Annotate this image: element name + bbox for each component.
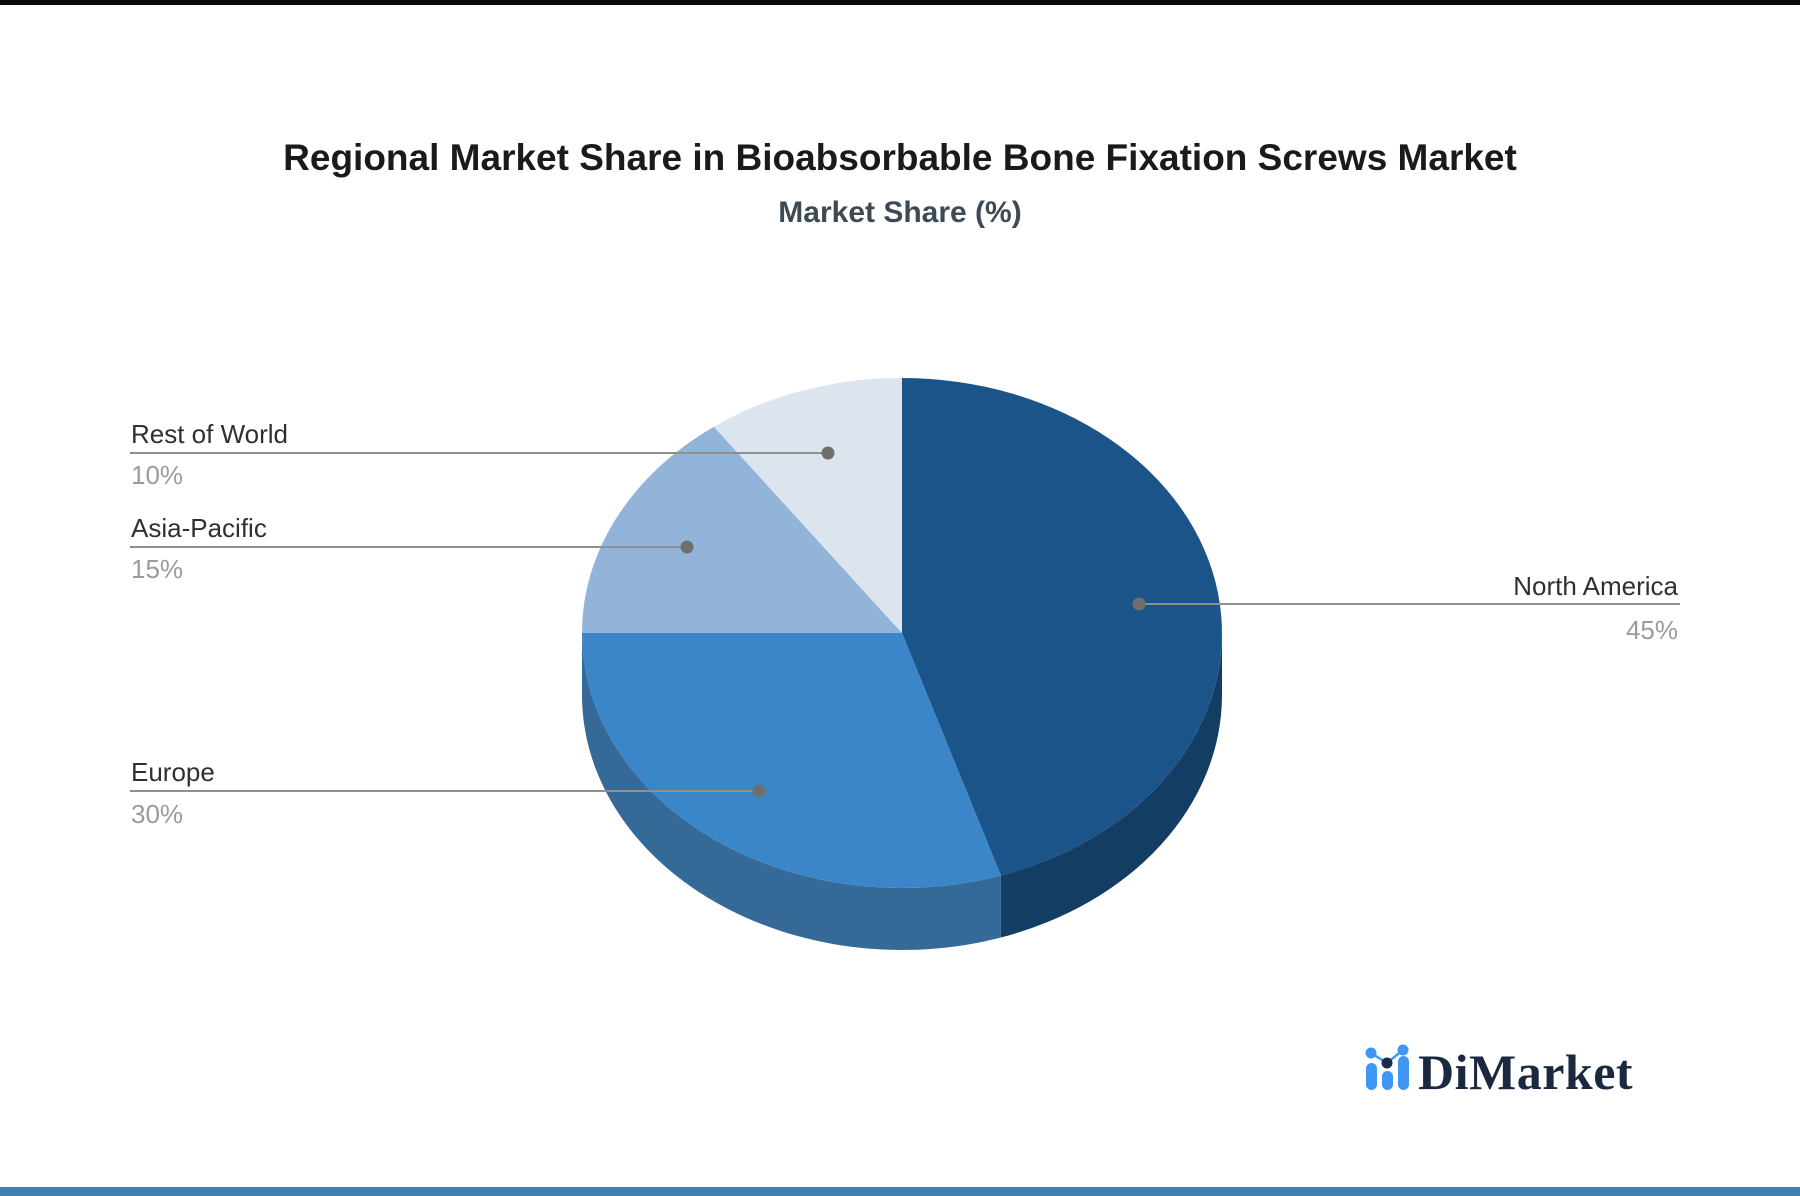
callout-value-rest-of-world: 10%: [131, 460, 183, 490]
callout-label-north-america: North America: [1513, 571, 1678, 601]
callout-rest-of-world: Rest of World 10%: [130, 419, 835, 490]
brand-logo-text: DiMarket: [1418, 1044, 1633, 1100]
callout-europe: Europe 30%: [130, 757, 766, 829]
callout-asia-pacific: Asia-Pacific 15%: [130, 513, 694, 584]
callout-label-europe: Europe: [131, 757, 215, 787]
chart-subtitle: Market Share (%): [778, 196, 1021, 229]
callout-label-asia-pacific: Asia-Pacific: [131, 513, 267, 543]
callout-value-asia-pacific: 15%: [131, 554, 183, 584]
pie-slice-side-europe: [582, 633, 1001, 950]
logo-dot-left: [1365, 1047, 1377, 1059]
logo-bar-left: [1366, 1063, 1377, 1090]
pie-chart: [581, 378, 1222, 950]
logo-bar-middle: [1382, 1071, 1393, 1090]
callout-label-rest-of-world: Rest of World: [131, 419, 288, 449]
leader-dot-north-america: [1132, 597, 1146, 611]
pie-slice-asia-pacific[interactable]: [581, 426, 902, 633]
pie-slice-europe[interactable]: [582, 633, 1001, 888]
callout-value-europe: 30%: [131, 799, 183, 829]
brand-logo: DiMarket: [1365, 1044, 1633, 1100]
logo-dot-middle: [1381, 1057, 1393, 1069]
leader-dot-europe: [752, 784, 766, 798]
callout-north-america: North America 45%: [1132, 571, 1680, 645]
pie-slice-side-north-america: [1000, 633, 1222, 938]
leader-dot-rest-of-world: [821, 446, 835, 460]
logo-dot-right: [1397, 1044, 1409, 1056]
leader-dot-asia-pacific: [680, 540, 694, 554]
top-border: [0, 0, 1800, 5]
chart-title: Regional Market Share in Bioabsorbable B…: [283, 137, 1517, 178]
bar-chart-icon: [1365, 1044, 1409, 1090]
pie-slice-north-america[interactable]: [902, 378, 1222, 876]
bottom-border: [0, 1187, 1800, 1196]
pie-slice-rest-of-world[interactable]: [713, 378, 902, 633]
logo-bar-right: [1398, 1056, 1409, 1090]
callout-value-north-america: 45%: [1626, 615, 1678, 645]
